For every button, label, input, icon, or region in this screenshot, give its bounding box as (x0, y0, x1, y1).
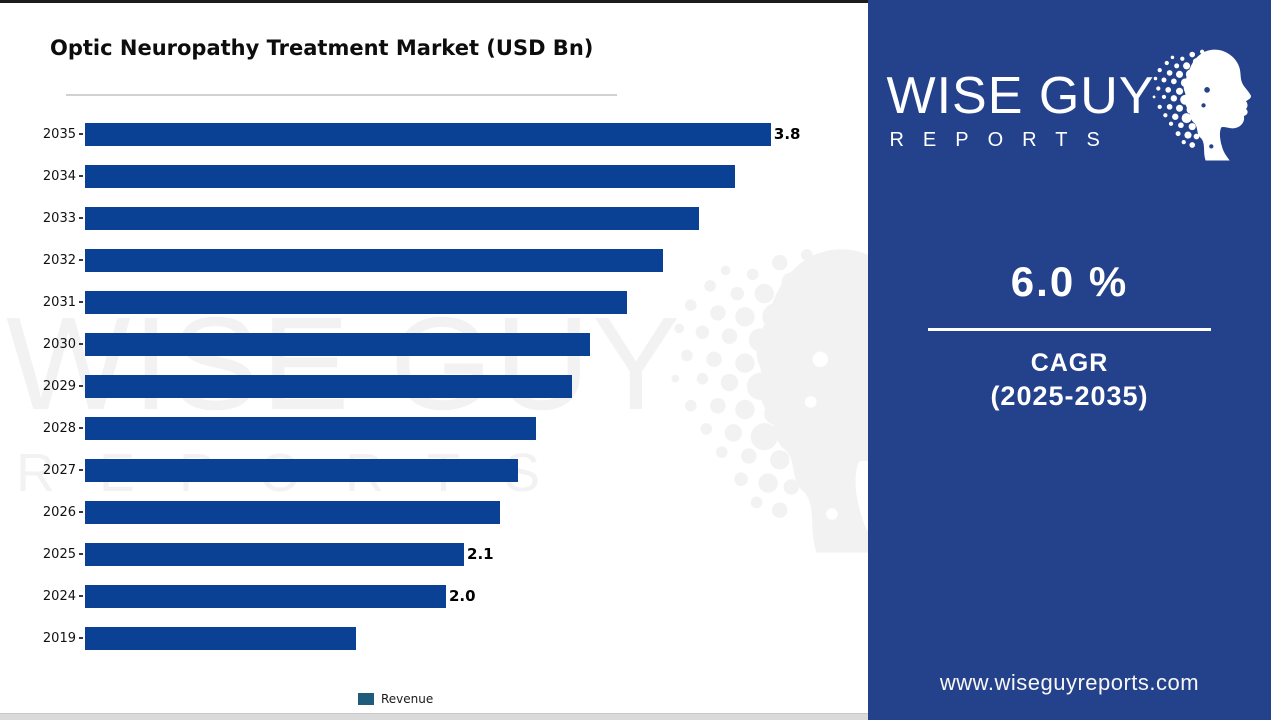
y-axis-label: 2027 (42, 462, 76, 478)
revenue-bar-2034 (85, 164, 735, 188)
chart-row: 2024 2.0 (0, 575, 868, 617)
chart-row: 2032 (0, 239, 868, 281)
y-axis-tick (79, 385, 83, 387)
revenue-bar-2026 (85, 500, 501, 524)
chart-row: 2031 (0, 281, 868, 323)
revenue-bar-2030 (85, 332, 591, 356)
chart-row: 2025 2.1 (0, 533, 868, 575)
cagr-label: CAGR (1030, 349, 1109, 377)
chart-legend: Revenue (358, 692, 433, 706)
revenue-bar-2035 (85, 122, 771, 146)
y-axis-tick (79, 637, 83, 639)
y-axis-tick (79, 595, 83, 597)
y-axis-label: 2028 (42, 420, 76, 436)
y-axis-label: 2031 (42, 294, 76, 310)
revenue-bar-2024 (85, 584, 446, 608)
logo-subtitle: REPORTS (889, 129, 1119, 151)
revenue-bar-2027 (85, 458, 519, 482)
website-url: www.wiseguyreports.com (939, 670, 1200, 695)
y-axis-label: 2035 (42, 126, 76, 142)
y-axis-label: 2030 (42, 336, 76, 352)
chart-row: 2035 3.8 (0, 113, 868, 155)
y-axis-label: 2025 (42, 546, 76, 562)
revenue-bar-2031 (85, 290, 627, 314)
y-axis-label: 2029 (42, 378, 76, 394)
revenue-bar-2029 (85, 374, 573, 398)
cagr-value: 6.0 % (1010, 258, 1129, 305)
chart-panel: WISE GUY REPORTS Optic Neuropathy Treatm… (0, 0, 868, 720)
y-axis-tick (79, 217, 83, 219)
chart-row: 2030 (0, 323, 868, 365)
chart-row: 2034 (0, 155, 868, 197)
y-axis-tick (79, 469, 83, 471)
bar-value-label: 2.0 (449, 587, 476, 605)
revenue-bar-2028 (85, 416, 537, 440)
cagr-divider (928, 328, 1211, 331)
y-axis-tick (79, 301, 83, 303)
logo-title: WISE GUY (886, 67, 1155, 125)
cagr-range: (2025-2035) (990, 381, 1149, 411)
y-axis-label: 2026 (42, 504, 76, 520)
revenue-bar-2019 (85, 626, 356, 650)
y-axis-label: 2033 (42, 210, 76, 226)
brand-sidebar: WISE GUY REPORTS 6.0 % CAGR (2025-2035) … (868, 0, 1271, 720)
wise-guy-logo: WISE GUY REPORTS (886, 44, 1252, 164)
legend-label: Revenue (381, 692, 434, 706)
revenue-bar-2025 (85, 542, 465, 566)
y-axis-tick (79, 259, 83, 261)
chart-title: Optic Neuropathy Treatment Market (USD B… (50, 36, 594, 60)
y-axis-label: 2034 (42, 168, 76, 184)
y-axis-label: 2019 (42, 630, 76, 646)
title-divider (66, 94, 617, 96)
y-axis-tick (79, 175, 83, 177)
y-axis-tick (79, 553, 83, 555)
y-axis-label: 2032 (42, 252, 76, 268)
revenue-bar-2032 (85, 248, 663, 272)
y-axis-tick (79, 133, 83, 135)
bar-value-label: 2.1 (467, 545, 494, 563)
bottom-divider (0, 713, 868, 720)
revenue-bar-2033 (85, 206, 699, 230)
bar-value-label: 3.8 (773, 125, 801, 143)
chart-row: 2019 (0, 617, 868, 659)
legend-swatch (358, 693, 374, 705)
chart-row: 2033 (0, 197, 868, 239)
y-axis-tick (79, 511, 83, 513)
y-axis-label: 2024 (42, 588, 76, 604)
chart-row: 2028 (0, 407, 868, 449)
y-axis-tick (79, 427, 83, 429)
chart-row: 2026 (0, 491, 868, 533)
bar-rows: 2035 3.8 2034 2033 2032 2031 2030 2029 2028 2027 2… (0, 113, 868, 659)
logo-text: WISE GUY REPORTS (886, 70, 1154, 152)
wise-guy-head-icon (1152, 49, 1251, 161)
y-axis-tick (79, 343, 83, 345)
chart-row: 2029 (0, 365, 868, 407)
chart-row: 2027 (0, 449, 868, 491)
